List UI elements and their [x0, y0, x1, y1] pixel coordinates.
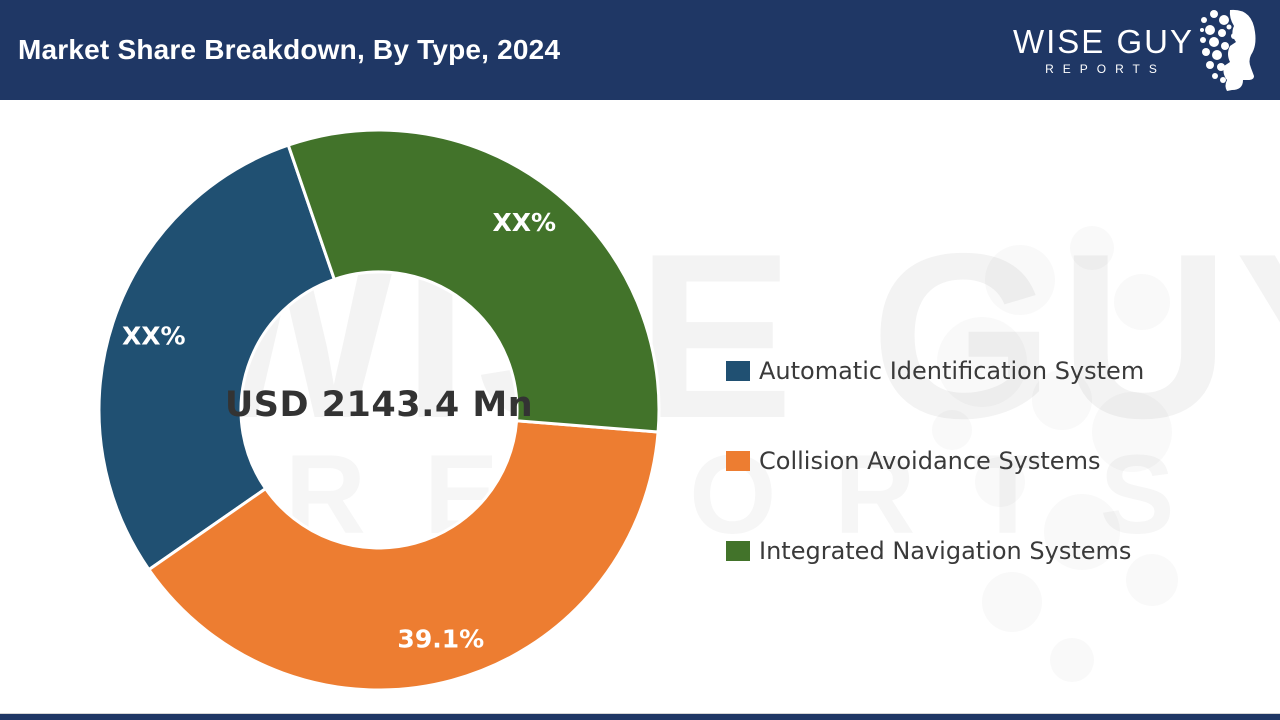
page-title: Market Share Breakdown, By Type, 2024	[18, 34, 561, 65]
logo-wordmark: WISE GUY	[1012, 23, 1194, 60]
chart-area: WISE GUY REPORTS XX%39.1%XX% USD 2143.4 …	[0, 100, 1280, 714]
donut-center-value: USD 2143.4 Mn	[224, 385, 534, 425]
legend-item: Integrated Navigation Systems	[726, 535, 1144, 567]
donut-slice	[97, 143, 336, 572]
donut-chart: XX% 39.1% XX%	[97, 128, 661, 692]
donut-slice	[286, 128, 661, 434]
slice-percentage-label: 39.1%	[397, 624, 484, 653]
footer-bar	[0, 713, 1280, 720]
donut-slice	[147, 419, 660, 692]
legend-label: Automatic Identification System	[759, 357, 1145, 385]
legend-swatch-orange	[726, 451, 750, 471]
legend: Automatic Identification System Collisio…	[726, 355, 1144, 625]
logo-face-icon	[1200, 9, 1256, 91]
legend-label: Collision Avoidance Systems	[759, 447, 1101, 475]
legend-label: Integrated Navigation Systems	[759, 537, 1132, 565]
legend-swatch-green	[726, 541, 750, 561]
logo-subtext: REPORTS	[1045, 62, 1166, 76]
brand-logo: WISE GUY REPORTS	[1013, 6, 1258, 94]
legend-swatch-blue	[726, 361, 750, 381]
slice-percentage-label: XX%	[492, 208, 556, 237]
legend-item: Automatic Identification System	[726, 355, 1144, 387]
logo-text: WISE GUY REPORTS	[1013, 25, 1194, 75]
header: Market Share Breakdown, By Type, 2024 WI…	[0, 0, 1280, 100]
legend-item: Collision Avoidance Systems	[726, 445, 1144, 477]
slice-percentage-label: XX%	[122, 322, 186, 351]
